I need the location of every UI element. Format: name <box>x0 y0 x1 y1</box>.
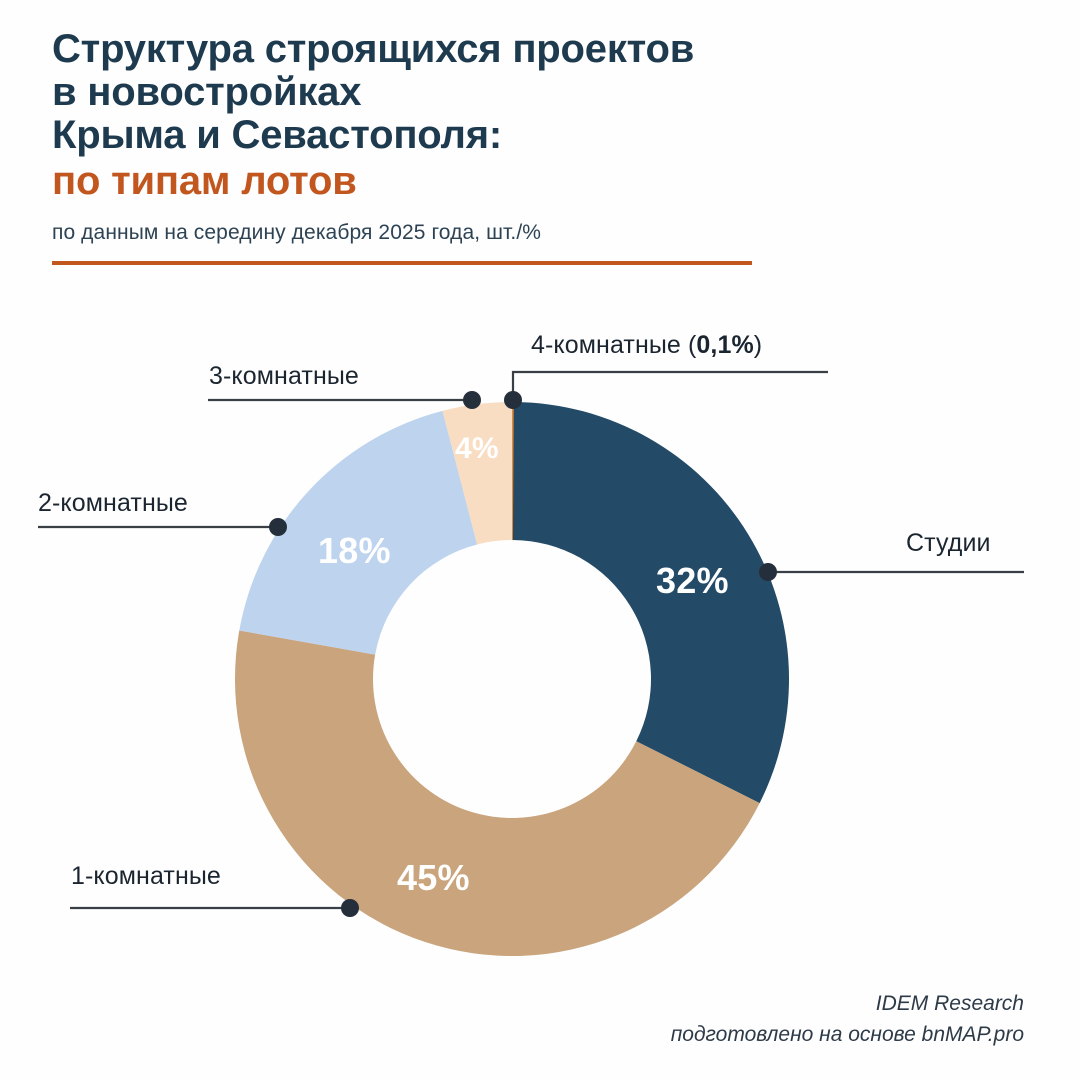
callout-four-room-label: 4-комнатные ( <box>531 331 697 359</box>
slice-value-studio: 32% <box>656 560 729 601</box>
callout-three-room: 3-комнатные <box>209 362 359 391</box>
callout-studio: Студии <box>906 529 991 558</box>
slice-value-three-room: 4% <box>455 432 499 465</box>
callout-two-room-label: 2-комнатные <box>38 489 188 517</box>
leader-lines <box>38 370 1024 917</box>
page-title-accent: по типам лотов <box>52 158 357 203</box>
page-subtitle: по данным на середину декабря 2025 года,… <box>52 220 542 244</box>
callout-one-room-label: 1-комнатные <box>71 862 221 890</box>
callout-four-room-suffix: ) <box>753 331 763 359</box>
leader-dot-four-room <box>504 391 522 409</box>
footer-line-2: подготовлено на основе bnMAP.pro <box>670 1022 1024 1046</box>
leader-dot-one-room <box>341 899 359 917</box>
donut-slice-1[interactable]: 4-комнатные — 0,1% <box>512 402 516 541</box>
callout-three-room-label: 3-комнатные <box>209 362 359 390</box>
donut-slices: 4-комнатные — 0,1%Студии — 32%1-комнатны… <box>235 402 790 957</box>
donut-slice-3[interactable]: 1-комнатные — 45% <box>235 630 760 957</box>
header-rule <box>52 260 752 265</box>
leader-dot-studio <box>759 563 777 581</box>
callout-four-room: 4-комнатные (0,1%) <box>531 331 762 360</box>
leader-line-four-room <box>511 370 828 400</box>
page-title: Структура строящихся проектов в новостро… <box>52 27 695 158</box>
callout-one-room: 1-комнатные <box>71 862 221 891</box>
leader-dot-two-room <box>269 518 287 536</box>
header: Структура строящихся проектов в новостро… <box>52 27 972 265</box>
footer-line-1: IDEM Research <box>875 992 1024 1016</box>
donut-slice-5[interactable]: 3-комнатные — 4% <box>442 402 512 545</box>
leader-dot-three-room <box>463 391 481 409</box>
slice-value-one-room: 45% <box>397 857 470 898</box>
callout-studio-label: Студии <box>906 529 991 557</box>
callout-two-room: 2-комнатные <box>38 489 188 518</box>
footer: IDEM Research подготовлено на основе bnM… <box>671 989 1024 1050</box>
slice-value-two-room: 18% <box>318 530 391 571</box>
donut-slice-2[interactable]: Студии — 32% <box>512 402 790 804</box>
callout-four-room-value: 0,1% <box>696 331 754 359</box>
